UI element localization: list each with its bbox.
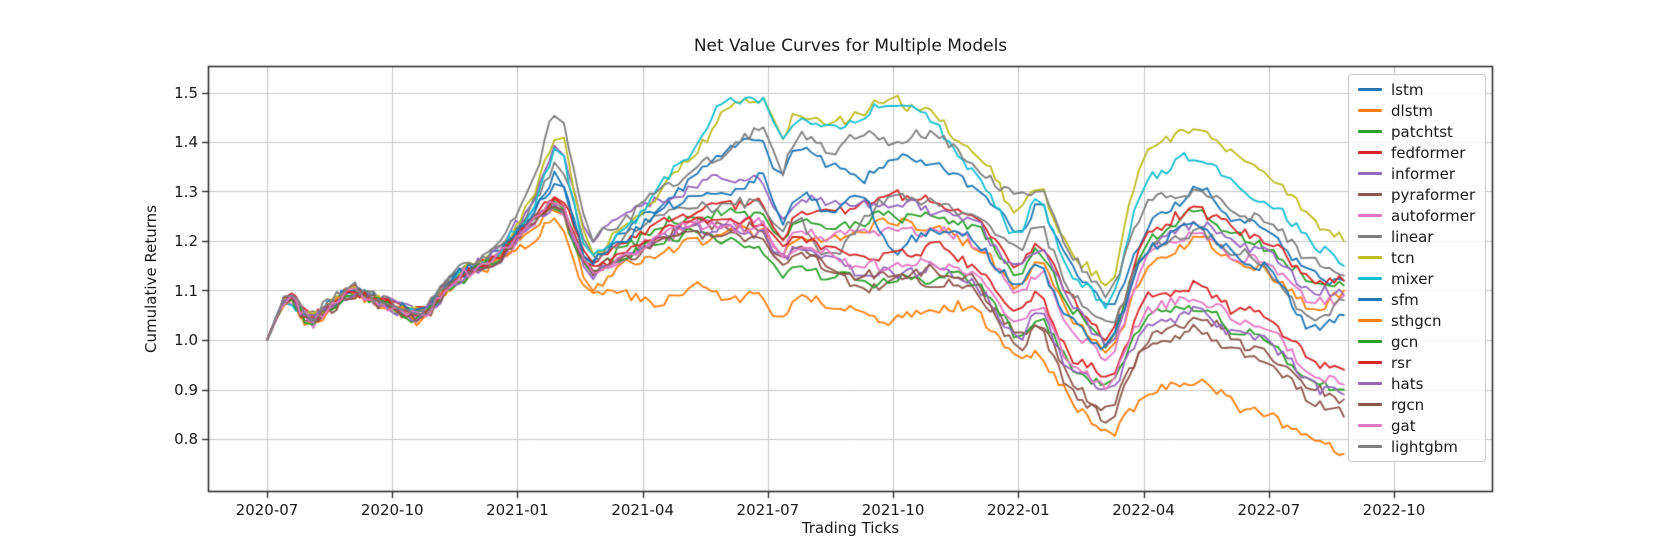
legend-item-label: gat [1391, 416, 1416, 435]
x-tick-label: 2021-07 [736, 501, 800, 519]
legend-item-dlstm: dlstm [1349, 100, 1485, 121]
legend-item-sthgcn: sthgcn [1349, 310, 1485, 331]
legend-item-pyraformer: pyraformer [1349, 184, 1485, 205]
x-tick-label: 2022-10 [1362, 501, 1426, 519]
x-tick-label: 2021-10 [861, 501, 925, 519]
legend-swatch [1358, 403, 1382, 406]
y-tick-label: 1.0 [174, 331, 198, 349]
legend-swatch [1358, 151, 1382, 154]
legend-swatch [1358, 445, 1382, 448]
legend-swatch [1358, 109, 1382, 112]
legend-item-label: patchtst [1391, 122, 1453, 141]
legend-item-gat: gat [1349, 415, 1485, 436]
x-axis-label: Trading Ticks [801, 519, 900, 537]
x-tick-label: 2022-04 [1112, 501, 1175, 519]
legend-item-lstm: lstm [1349, 79, 1485, 100]
legend-item-label: rgcn [1391, 395, 1425, 414]
y-tick-label: 1.3 [174, 182, 198, 201]
legend-item-label: rsr [1391, 353, 1412, 372]
y-tick-label: 1.1 [174, 281, 198, 300]
legend-item-label: sfm [1391, 290, 1419, 309]
legend-item-rgcn: rgcn [1349, 394, 1485, 415]
legend-item-label: tcn [1391, 248, 1415, 267]
legend-item-lightgbm: lightgbm [1349, 436, 1485, 457]
legend-item-label: autoformer [1391, 206, 1476, 225]
legend-item-rsr: rsr [1349, 352, 1485, 373]
legend: lstm dlstm patchtst fedformer informer pyrafo… [1348, 74, 1486, 462]
legend-item-mixer: mixer [1349, 268, 1485, 289]
legend-swatch [1358, 172, 1382, 175]
legend-swatch [1358, 256, 1382, 259]
legend-swatch [1358, 235, 1382, 238]
chart-title: Net Value Curves for Multiple Models [693, 36, 1008, 56]
legend-item-label: sthgcn [1391, 311, 1442, 330]
y-tick-label: 0.9 [174, 380, 198, 399]
x-tick-label: 2022-01 [986, 501, 1050, 519]
legend-swatch [1358, 424, 1382, 427]
legend-swatch [1358, 88, 1382, 91]
legend-item-gcn: gcn [1349, 331, 1485, 352]
legend-item-label: gcn [1391, 332, 1419, 351]
legend-item-label: mixer [1391, 269, 1434, 288]
x-tick-label: 2020-07 [235, 501, 299, 519]
legend-swatch [1358, 298, 1382, 301]
legend-item-autoformer: autoformer [1349, 205, 1485, 226]
legend-item-sfm: sfm [1349, 289, 1485, 310]
legend-item-tcn: tcn [1349, 247, 1485, 268]
x-tick-label: 2021-04 [611, 501, 674, 519]
legend-swatch [1358, 319, 1382, 322]
legend-swatch [1358, 277, 1382, 280]
legend-swatch [1358, 340, 1382, 343]
y-tick-label: 1.2 [174, 232, 198, 250]
legend-item-patchtst: patchtst [1349, 121, 1485, 142]
y-tick-label: 1.4 [174, 133, 198, 151]
legend-item-label: hats [1391, 374, 1424, 393]
legend-item-label: pyraformer [1391, 185, 1476, 204]
legend-swatch [1358, 382, 1382, 385]
legend-item-label: dlstm [1391, 101, 1433, 120]
legend-item-fedformer: fedformer [1349, 142, 1485, 163]
x-tick-label: 2021-01 [486, 501, 549, 519]
legend-item-label: informer [1391, 164, 1456, 183]
legend-item-linear: linear [1349, 226, 1485, 247]
legend-item-label: fedformer [1391, 143, 1466, 162]
x-tick-label: 2022-07 [1237, 501, 1301, 519]
y-tick-label: 0.8 [174, 430, 198, 448]
legend-item-label: linear [1391, 227, 1434, 246]
x-tick-label: 2020-10 [360, 501, 424, 519]
legend-swatch [1358, 214, 1382, 217]
legend-item-informer: informer [1349, 163, 1485, 184]
y-tick-label: 1.5 [174, 83, 198, 102]
legend-item-label: lightgbm [1391, 437, 1458, 456]
legend-swatch [1358, 130, 1382, 133]
legend-swatch [1358, 361, 1382, 364]
legend-item-label: lstm [1391, 80, 1424, 99]
legend-swatch [1358, 193, 1382, 196]
legend-item-hats: hats [1349, 373, 1485, 394]
